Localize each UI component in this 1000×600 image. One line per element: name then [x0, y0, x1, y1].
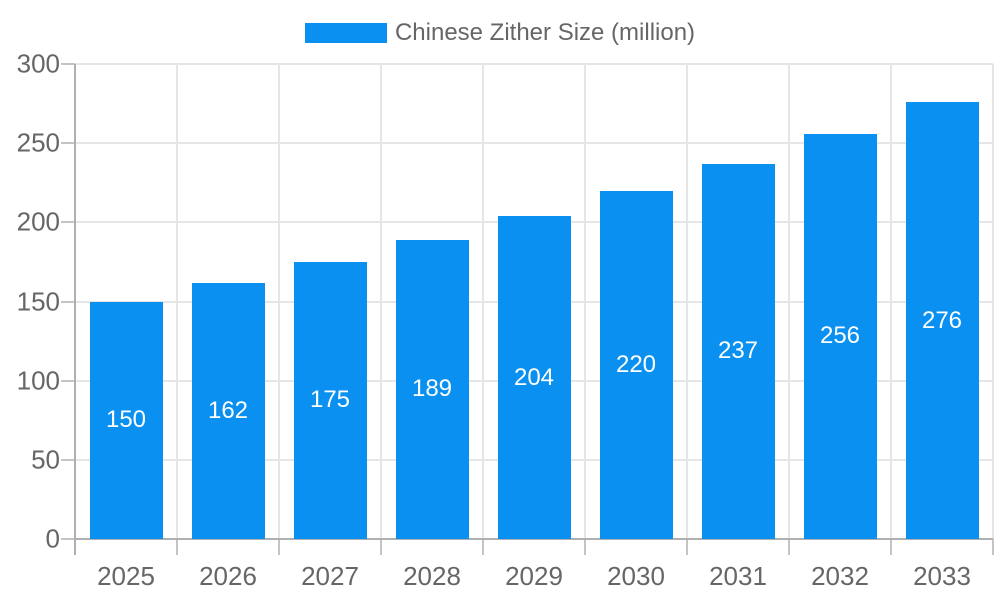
x-tick-label: 2026 [199, 561, 257, 591]
x-axis-tick [686, 539, 688, 555]
x-tick-label: 2025 [97, 561, 155, 591]
bar-value-label: 162 [207, 396, 249, 424]
bar [89, 301, 163, 539]
x-tick-label: 2032 [811, 561, 869, 591]
x-tick-label: 2031 [709, 561, 767, 591]
bar [803, 133, 877, 539]
y-tick-label: 100 [16, 365, 60, 396]
bar [599, 190, 673, 539]
x-axis-tick [788, 539, 790, 555]
x-tick-label: 2028 [403, 561, 461, 591]
y-axis-tick [61, 458, 75, 461]
gridline-vertical [380, 64, 382, 539]
gridline-horizontal [75, 63, 993, 65]
bar-value-label: 150 [105, 406, 147, 434]
gridline-vertical [176, 64, 178, 539]
bar [395, 239, 469, 539]
gridline-vertical [890, 64, 892, 539]
bar [701, 163, 775, 539]
bar-value-label: 220 [615, 350, 657, 378]
gridline-vertical [482, 64, 484, 539]
bar [497, 216, 571, 539]
x-axis-tick [482, 539, 484, 555]
bar [905, 102, 979, 539]
y-tick-label: 200 [16, 206, 60, 237]
bar-value-label: 189 [411, 375, 453, 403]
bar [293, 261, 367, 539]
y-axis-line [74, 64, 76, 555]
y-axis-tick [61, 221, 75, 224]
x-axis-tick [584, 539, 586, 555]
bar-value-label: 237 [717, 337, 759, 365]
x-tick-label: 2029 [505, 561, 563, 591]
gridline-vertical [584, 64, 586, 539]
y-axis-tick [61, 538, 75, 540]
x-tick-label: 2033 [913, 561, 971, 591]
bar-value-label: 276 [921, 306, 963, 334]
x-tick-label: 2027 [301, 561, 359, 591]
x-axis-tick [380, 539, 382, 555]
x-axis-tick [890, 539, 892, 555]
y-tick-label: 50 [31, 444, 60, 475]
bar [191, 282, 265, 539]
legend-swatch [304, 23, 387, 43]
gridline-vertical [788, 64, 790, 539]
chart-legend[interactable]: Chinese Zither Size (million) [0, 19, 1000, 46]
bar-value-label: 204 [513, 363, 555, 391]
y-tick-label: 150 [16, 286, 60, 316]
bar-value-label: 256 [819, 322, 861, 350]
gridline-horizontal [75, 142, 993, 145]
y-axis-tick [61, 63, 75, 65]
x-axis-tick [176, 539, 178, 555]
y-tick-label: 0 [45, 523, 60, 554]
x-tick-label: 2030 [607, 561, 665, 591]
x-axis-line [75, 538, 993, 540]
gridline-vertical [992, 64, 994, 539]
legend-label: Chinese Zither Size (million) [394, 19, 696, 46]
bar-value-label: 175 [309, 386, 351, 414]
y-tick-label: 250 [16, 127, 60, 158]
y-axis-tick [61, 142, 75, 145]
y-axis-tick [61, 379, 75, 382]
y-tick-label: 300 [16, 48, 60, 79]
y-axis-tick [61, 300, 75, 303]
x-axis-tick [278, 539, 280, 555]
gridline-vertical [686, 64, 688, 539]
x-axis-tick [992, 539, 994, 555]
gridline-vertical [278, 64, 280, 539]
